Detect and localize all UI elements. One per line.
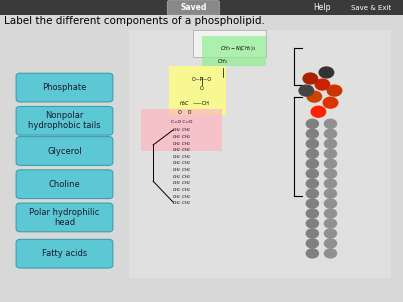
- Circle shape: [306, 249, 318, 258]
- Circle shape: [324, 119, 337, 128]
- Circle shape: [306, 199, 318, 208]
- Circle shape: [324, 249, 337, 258]
- Circle shape: [306, 189, 318, 198]
- Text: O    O: O O: [178, 110, 191, 115]
- Text: $CH_2$ $CH_2$: $CH_2$ $CH_2$: [172, 133, 191, 141]
- Circle shape: [311, 106, 326, 117]
- Circle shape: [319, 67, 334, 78]
- Circle shape: [324, 169, 337, 178]
- FancyBboxPatch shape: [167, 1, 220, 15]
- Text: Nonpolar
hydrophobic tails: Nonpolar hydrophobic tails: [28, 111, 101, 130]
- Circle shape: [306, 209, 318, 218]
- Circle shape: [324, 129, 337, 138]
- FancyBboxPatch shape: [141, 109, 222, 151]
- Text: Label the different components of a phospholipid.: Label the different components of a phos…: [4, 16, 265, 26]
- Circle shape: [306, 139, 318, 148]
- Text: $H_2C$: $H_2C$: [179, 99, 190, 108]
- Text: $CH_2$ $CH_2$: $CH_2$ $CH_2$: [172, 127, 191, 134]
- Circle shape: [324, 219, 337, 228]
- Circle shape: [324, 139, 337, 148]
- Circle shape: [306, 129, 318, 138]
- FancyBboxPatch shape: [202, 36, 266, 66]
- Circle shape: [306, 169, 318, 178]
- Circle shape: [323, 97, 338, 108]
- Text: $CH_2$ $CH_2$: $CH_2$ $CH_2$: [172, 200, 191, 207]
- Text: $CH_2$ $CH_2$: $CH_2$ $CH_2$: [172, 180, 191, 188]
- FancyBboxPatch shape: [16, 203, 113, 232]
- Text: Glycerol: Glycerol: [47, 146, 82, 156]
- FancyBboxPatch shape: [16, 73, 113, 102]
- Text: $CH_2$ $CH_2$: $CH_2$ $CH_2$: [172, 140, 191, 148]
- Circle shape: [303, 73, 318, 84]
- Text: $CH_2$ $CH_2$: $CH_2$ $CH_2$: [172, 146, 191, 154]
- Circle shape: [306, 149, 318, 158]
- Circle shape: [306, 159, 318, 168]
- Circle shape: [324, 189, 337, 198]
- Text: O: O: [199, 86, 204, 91]
- FancyBboxPatch shape: [129, 30, 391, 278]
- Text: O—P—O: O—P—O: [191, 77, 212, 82]
- Circle shape: [315, 79, 330, 90]
- Circle shape: [299, 85, 314, 96]
- FancyBboxPatch shape: [0, 0, 403, 15]
- Circle shape: [324, 229, 337, 238]
- Circle shape: [324, 209, 337, 218]
- Text: Fatty acids: Fatty acids: [42, 249, 87, 258]
- Circle shape: [306, 219, 318, 228]
- Text: Help: Help: [314, 3, 331, 12]
- Circle shape: [324, 239, 337, 248]
- Text: $CH_2$ $CH_2$: $CH_2$ $CH_2$: [172, 153, 191, 161]
- Text: Saved: Saved: [180, 3, 207, 12]
- Circle shape: [324, 179, 337, 188]
- Circle shape: [327, 85, 342, 96]
- FancyBboxPatch shape: [16, 239, 113, 268]
- FancyBboxPatch shape: [16, 137, 113, 165]
- Text: $CH_2$: $CH_2$: [217, 57, 229, 66]
- Text: $CH_2$ $CH_2$: $CH_2$ $CH_2$: [172, 193, 191, 201]
- Text: $CH_2$ $CH_2$: $CH_2$ $CH_2$: [172, 160, 191, 168]
- Text: Polar hydrophilic
head: Polar hydrophilic head: [29, 208, 100, 227]
- Text: $CH_3-N(CH_3)_3$: $CH_3-N(CH_3)_3$: [220, 44, 256, 53]
- FancyBboxPatch shape: [16, 107, 113, 135]
- Circle shape: [306, 119, 318, 128]
- Circle shape: [307, 91, 322, 102]
- FancyBboxPatch shape: [16, 170, 113, 199]
- Circle shape: [324, 149, 337, 158]
- Text: Phosphate: Phosphate: [42, 83, 87, 92]
- FancyBboxPatch shape: [193, 30, 266, 57]
- FancyBboxPatch shape: [0, 15, 403, 302]
- Circle shape: [306, 229, 318, 238]
- Circle shape: [306, 179, 318, 188]
- Text: ——CH: ——CH: [193, 101, 210, 106]
- Text: $CH_2$ $CH_2$: $CH_2$ $CH_2$: [172, 173, 191, 181]
- Text: $CH_2$ $CH_2$: $CH_2$ $CH_2$: [172, 166, 191, 174]
- Circle shape: [324, 199, 337, 208]
- Text: $CH_2$ $CH_2$: $CH_2$ $CH_2$: [172, 186, 191, 194]
- Circle shape: [324, 159, 337, 168]
- Circle shape: [306, 239, 318, 248]
- FancyBboxPatch shape: [169, 66, 226, 115]
- Text: C=O C=O: C=O C=O: [170, 120, 192, 124]
- Text: Choline: Choline: [49, 180, 80, 189]
- Text: Save & Exit: Save & Exit: [351, 5, 391, 11]
